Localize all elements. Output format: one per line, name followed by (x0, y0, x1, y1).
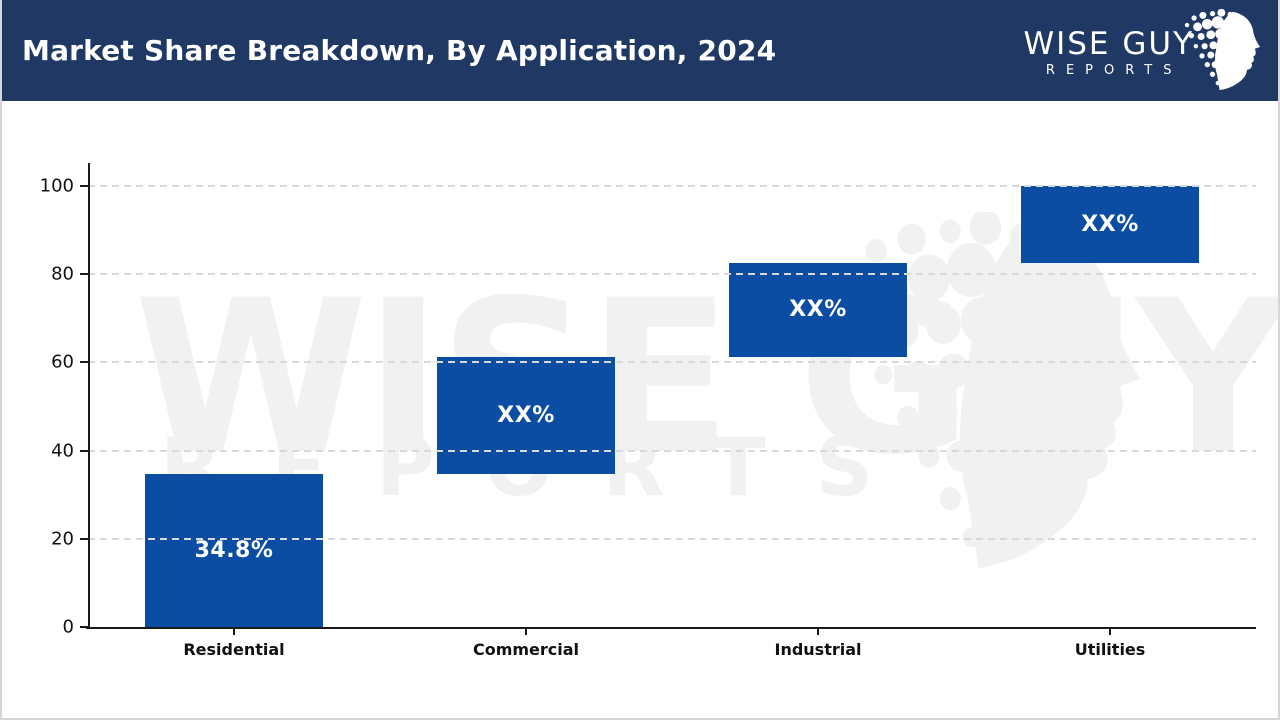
x-axis-tick (233, 627, 235, 635)
x-tick-label: Residential (183, 640, 285, 659)
x-axis-line (86, 627, 1256, 629)
bar-segment: XX% (437, 357, 615, 474)
x-axis-tick (1109, 627, 1111, 635)
y-axis-tick (80, 361, 88, 364)
y-tick-label: 100 (39, 175, 74, 197)
y-tick-label: 0 (62, 616, 74, 638)
y-axis-line (88, 163, 90, 629)
y-tick-label: 80 (51, 263, 74, 285)
bar-segment: XX% (729, 262, 907, 358)
x-tick-label: Industrial (774, 640, 862, 659)
bar-value-label: XX% (497, 402, 555, 428)
x-axis-tick (525, 627, 527, 635)
x-tick-label: Commercial (472, 640, 580, 659)
y-tick-label: 20 (51, 528, 74, 550)
bar-segment: 34.8% (145, 473, 323, 627)
x-tick-label: Utilities (1074, 640, 1146, 659)
gridline (88, 273, 1256, 276)
bar-segment: XX% (1021, 186, 1199, 263)
x-axis-tick (817, 627, 819, 635)
y-axis-tick (80, 449, 88, 452)
gridline (88, 537, 1256, 540)
gridline (88, 361, 1256, 364)
logo-wiseguy-text: WISE GUY (1023, 25, 1194, 62)
chart-title: Market Share Breakdown, By Application, … (22, 34, 777, 67)
y-tick-label: 60 (51, 351, 74, 373)
y-axis-tick (80, 537, 88, 540)
header: Market Share Breakdown, By Application, … (2, 0, 1278, 101)
brand-logo: WISE GUY REPORTS (1023, 8, 1268, 93)
logo-dotted-head-icon (1184, 8, 1261, 90)
y-axis-tick (80, 273, 88, 276)
gridline (88, 449, 1256, 452)
y-axis-tick (80, 185, 88, 187)
bar-value-label: 34.8% (194, 537, 274, 563)
logo-reports-text: REPORTS (1045, 62, 1183, 78)
bar-value-label: XX% (789, 297, 847, 323)
bar-value-label: XX% (1081, 211, 1139, 237)
y-tick-label: 40 (51, 440, 74, 462)
y-axis-tick (80, 626, 88, 628)
gridline (88, 185, 1256, 187)
